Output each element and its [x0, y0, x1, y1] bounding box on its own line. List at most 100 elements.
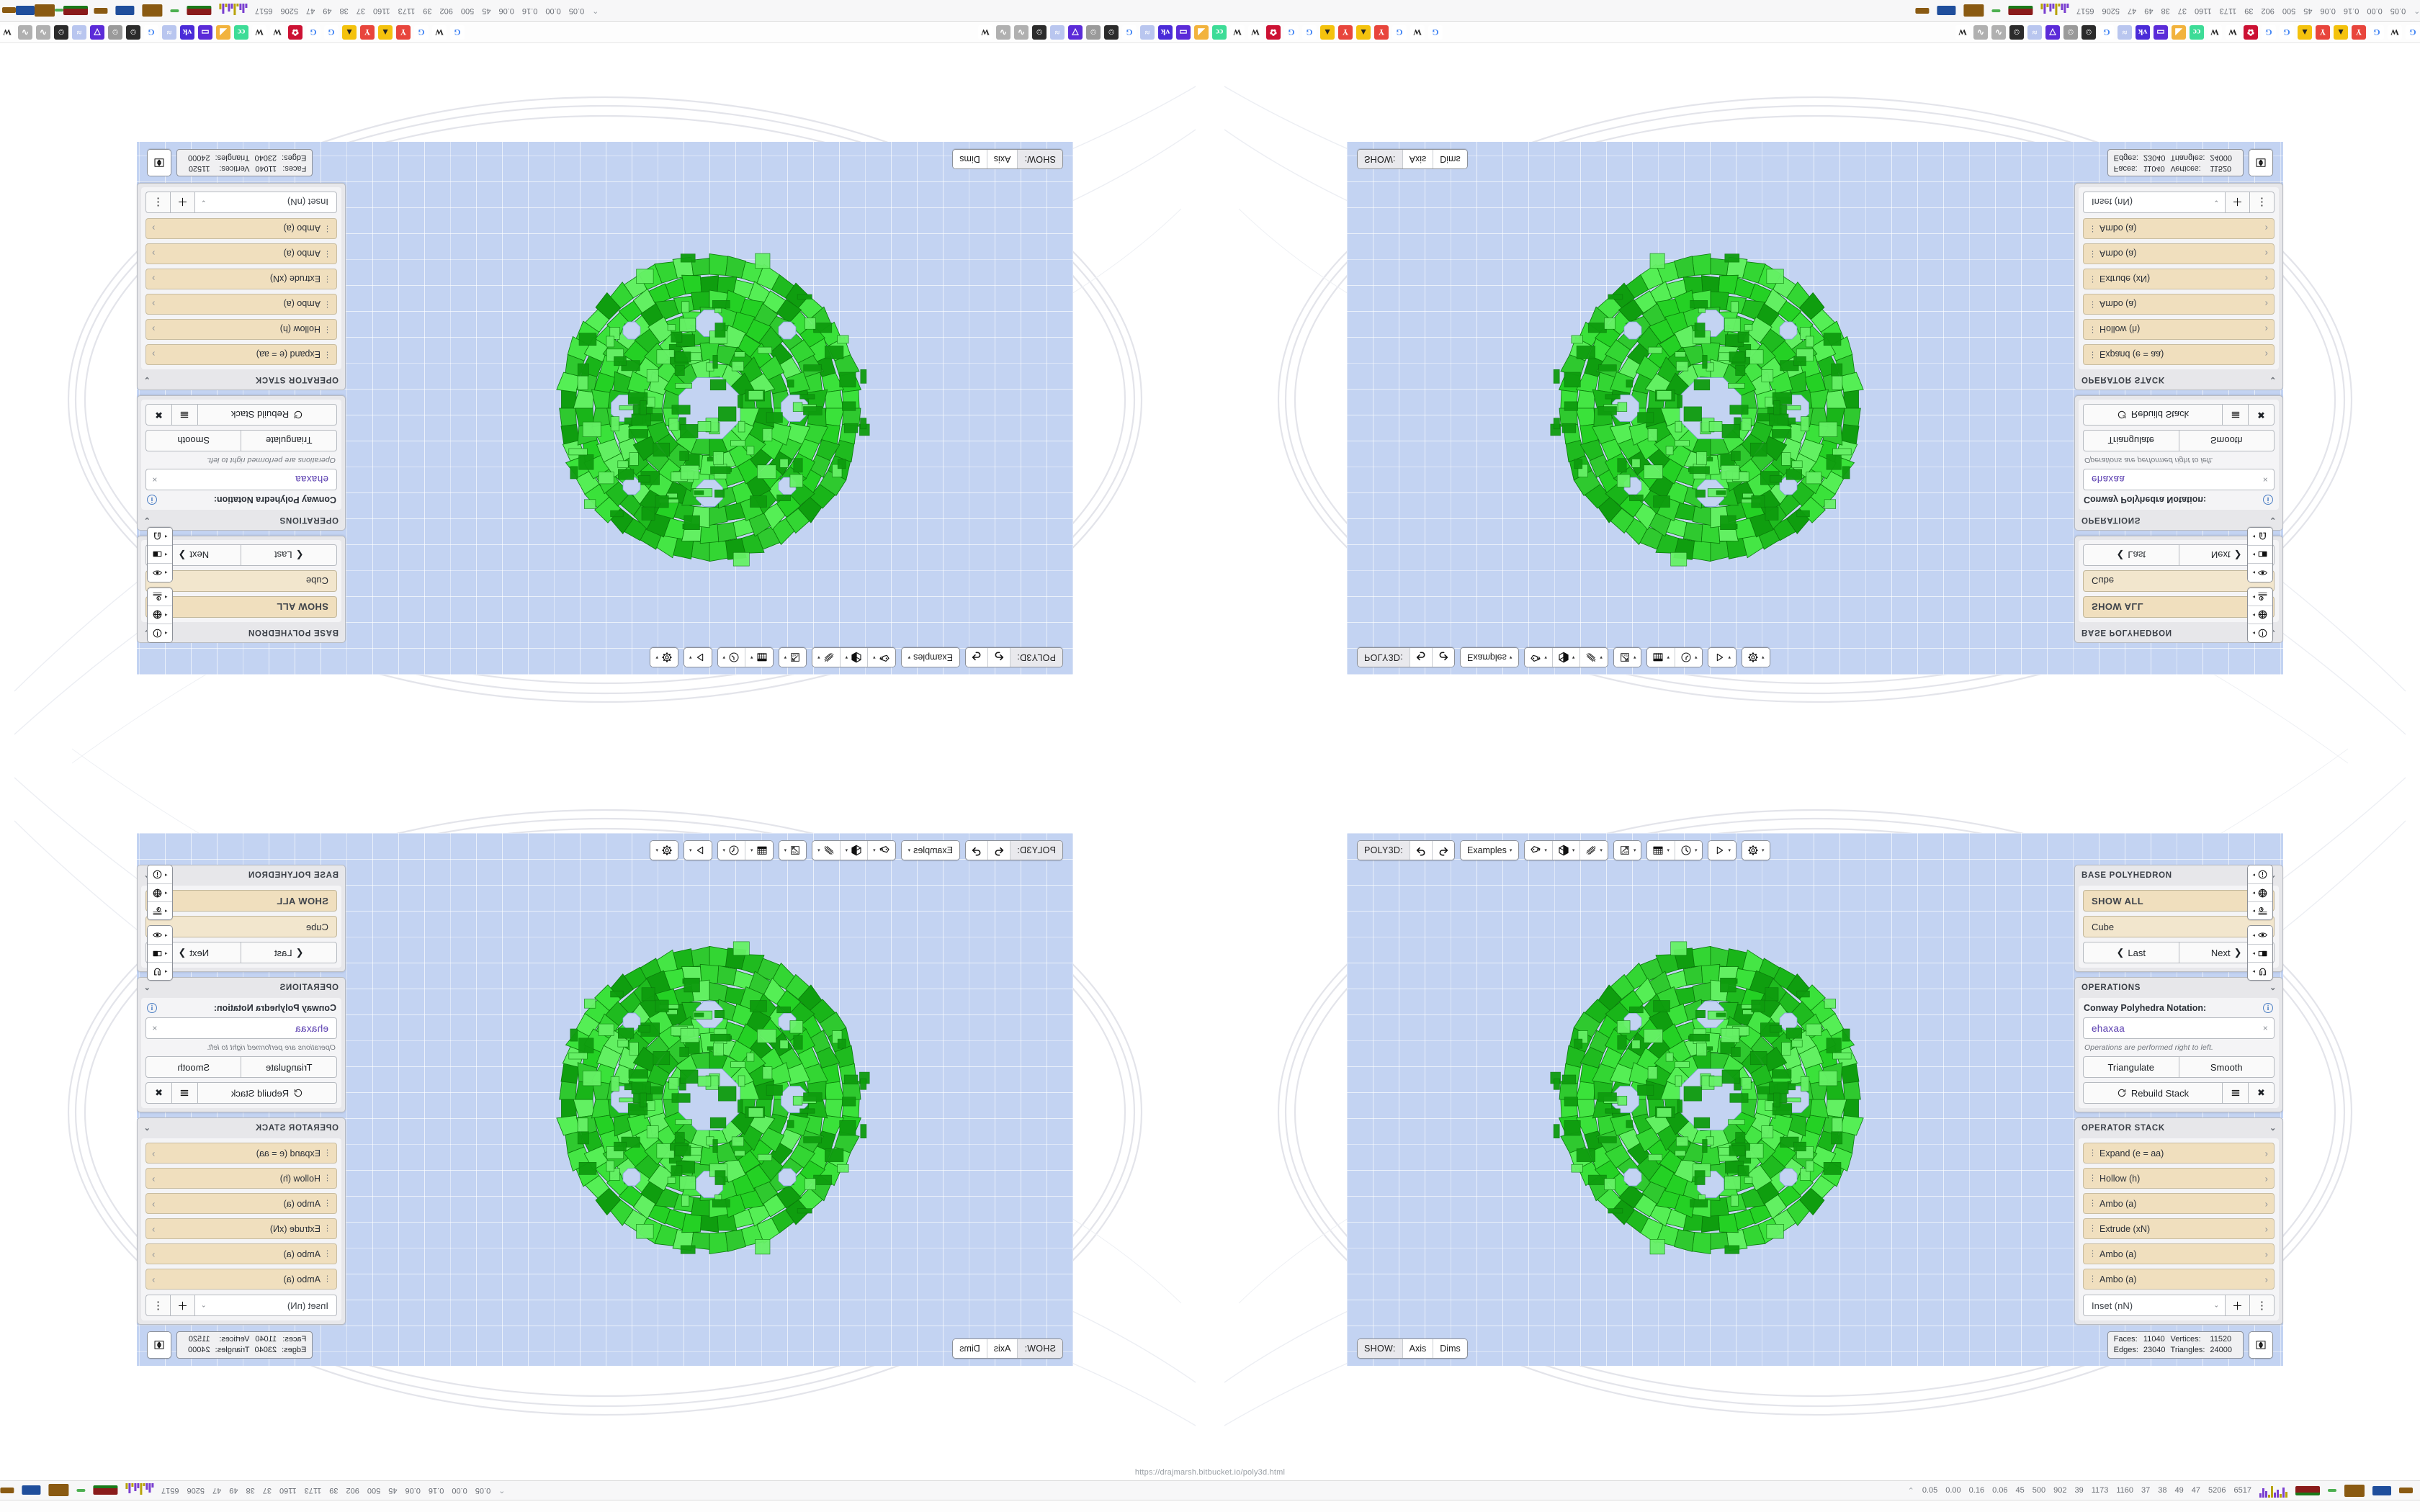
operator-stack-item[interactable]: ⋮ Ambo (a) › [2083, 243, 2275, 264]
toolbar-group-7[interactable]: ▾ [650, 647, 678, 667]
conway-notation-input[interactable]: ehaxaa × [145, 469, 337, 490]
google-icon[interactable]: G [1428, 24, 1443, 40]
app-toolbar[interactable]: POLY3D: Examples ▾ ▾ ▾ ▾ EXP ▾ ▾ ▾ ▾ ▾ [650, 840, 1063, 860]
undo-button[interactable] [988, 648, 1011, 667]
wikipedia-icon[interactable]: W [1247, 24, 1263, 40]
person-icon[interactable]: ☺ [126, 24, 140, 40]
show-toggles[interactable]: SHOW: Axis Dims [1357, 1338, 1468, 1359]
expand-chevron-icon[interactable]: ⌃ [592, 6, 599, 14]
yandex-icon[interactable]: Y [1337, 24, 1353, 40]
right-icon-stack-b[interactable]: ◂ ◂ ◂ [147, 527, 173, 582]
creative-commons-icon[interactable]: cc [234, 24, 248, 40]
warning-button[interactable]: ◂ [148, 624, 172, 642]
operator-stack-item[interactable]: ⋮ Ambo (a) › [145, 294, 337, 315]
add-operator-select[interactable]: Inset (nN) ⌄ [2083, 1295, 2226, 1316]
chevron-right-icon[interactable]: › [2264, 248, 2268, 259]
undo-button[interactable] [1409, 648, 1432, 667]
info-icon[interactable]: i [2263, 1003, 2273, 1013]
wikipedia-icon[interactable]: W [432, 24, 447, 40]
operator-stack-item[interactable]: ⋮ Ambo (a) › [2083, 1243, 2275, 1264]
chevron-right-icon[interactable]: › [2264, 324, 2268, 335]
magnet-button[interactable]: ◂ [148, 962, 172, 980]
base-shape-select[interactable]: Cube⌄ [2083, 570, 2275, 592]
person-icon[interactable]: ☺ [2081, 24, 2096, 40]
chevron-right-icon[interactable]: › [152, 248, 156, 259]
app-toolbar[interactable]: POLY3D: Examples ▾ ▾ ▾ ▾ EXP ▾ ▾ ▾ ▾ ▾ [1357, 647, 1770, 667]
base-nav-buttons[interactable]: ❮ Last Next ❯ [2083, 942, 2275, 963]
operator-stack-item[interactable]: ⋮ Ambo (a) › [2083, 218, 2275, 239]
operator-menu-button[interactable]: ⋮ [145, 192, 170, 213]
toolbar-group-examples[interactable]: Examples ▾ [1459, 647, 1520, 667]
operator-stack-card[interactable]: OPERATOR STACK ⌄ ⋮ Expand (e = aa) › ⋮ Hollow … [137, 1117, 346, 1325]
add-operator-row[interactable]: Inset (nN) ⌄ ＋ ⋮ [2083, 1295, 2275, 1316]
right-icon-stack-a[interactable]: ◂ ◂ ◂ [147, 588, 173, 643]
dolphin-icon[interactable]: ∿ [18, 24, 32, 40]
operator-stack-item[interactable]: ⋮ Hollow (h) › [2083, 1168, 2275, 1189]
show-toggles[interactable]: SHOW: Axis Dims [1357, 149, 1468, 169]
operator-stack-header[interactable]: OPERATOR STACK ⌄ [141, 373, 341, 386]
toolbar-paint-polygon-button[interactable]: ▾ [868, 648, 895, 667]
show-all-select[interactable]: SHOW ALL⌄ [145, 890, 337, 912]
cheese-icon[interactable]: ◢ [216, 24, 230, 40]
mesh-ops-buttons[interactable]: Triangulate Smooth [145, 430, 337, 451]
toolbar-group-4[interactable]: EXP ▾ [1613, 840, 1642, 860]
fit-view-group[interactable] [2249, 1331, 2273, 1359]
yandex-icon[interactable]: Y [2316, 24, 2330, 40]
drag-handle-icon[interactable]: ⋮ [324, 1174, 331, 1182]
operator-stack-item[interactable]: ⋮ Ambo (a) › [145, 1193, 337, 1214]
chevron-right-icon[interactable]: › [2264, 1173, 2268, 1184]
chat-icon[interactable]: ▭ [2154, 24, 2168, 40]
drag-handle-icon[interactable]: ⋮ [2089, 351, 2096, 359]
wave-icon[interactable]: ≈ [2027, 24, 2042, 40]
cheese-icon[interactable]: ◢ [2172, 24, 2186, 40]
google-icon[interactable]: G [1301, 24, 1317, 40]
expand-chevron-icon[interactable]: ⌃ [2413, 6, 2420, 14]
creative-commons-icon[interactable]: cc [2190, 24, 2204, 40]
list-view-button[interactable] [2223, 1082, 2249, 1104]
toolbar-play-button[interactable]: ▾ [1708, 648, 1736, 667]
operator-stack-header[interactable]: OPERATOR STACK ⌄ [2079, 1122, 2279, 1135]
contrast-button[interactable]: ◂ [2248, 944, 2272, 962]
drag-handle-icon[interactable]: ⋮ [324, 300, 331, 309]
conway-notation-input[interactable]: ehaxaa × [145, 1017, 337, 1039]
chevron-down-icon[interactable]: ⌄ [2269, 516, 2277, 524]
clear-icon[interactable]: × [152, 1023, 158, 1033]
person-icon[interactable]: ☺ [1103, 24, 1119, 40]
contrast-button[interactable]: ◂ [148, 944, 172, 962]
show-toggle-axis[interactable]: Axis [1402, 150, 1433, 168]
toolbar-group-main[interactable]: POLY3D: [1357, 840, 1455, 860]
globe-button[interactable]: ◂ [2248, 606, 2272, 624]
toolbar-group-3[interactable]: ▾ ▾ ▾ [812, 647, 896, 667]
toolbar-group-examples[interactable]: Examples ▾ [900, 647, 961, 667]
flower-icon[interactable]: ✿ [288, 24, 302, 40]
drag-handle-icon[interactable]: ⋮ [2089, 1148, 2097, 1157]
operator-stack-item[interactable]: ⋮ Ambo (a) › [145, 243, 337, 264]
rebuild-stack-button[interactable]: Rebuild Stack [197, 1082, 337, 1104]
toolbar-paint-polygon-button[interactable]: ▾ [1525, 648, 1552, 667]
show-toggle-dims[interactable]: Dims [953, 1339, 987, 1358]
list-view-button[interactable] [171, 1082, 197, 1104]
chevron-down-icon[interactable]: ⌄ [143, 1124, 151, 1133]
chevron-right-icon[interactable]: › [152, 299, 156, 310]
add-operator-select[interactable]: Inset (nN) ⌄ [194, 1295, 337, 1316]
chevron-right-icon[interactable]: › [152, 324, 156, 335]
operator-stack-header[interactable]: OPERATOR STACK ⌄ [141, 1122, 341, 1135]
poly3d-app[interactable]: POLY3D: Examples ▾ ▾ ▾ ▾ EXP ▾ ▾ ▾ ▾ ▾ ◂ ◂ ◂ ◂ ◂ ◂ SHOW: Ax… [137, 142, 1073, 675]
operator-stack-item[interactable]: ⋮ Expand (e = aa) › [2083, 344, 2275, 365]
toolbar-group-examples[interactable]: Examples ▾ [1459, 840, 1520, 860]
chevron-right-icon[interactable]: › [152, 274, 156, 284]
quadrant-bottom-left-flipped-h[interactable]: POLY3D: Examples ▾ ▾ ▾ ▾ EXP ▾ ▾ ▾ ▾ ▾ ◂ ◂ ◂ ◂ ◂ ◂ SHOW: Ax… [0, 754, 1210, 1464]
base-nav-buttons[interactable]: ❮ Last Next ❯ [145, 544, 337, 566]
quadrant-bottom-right-normal[interactable]: POLY3D: Examples ▾ ▾ ▾ ▾ EXP ▾ ▾ ▾ ▾ ▾ ◂ ◂ ◂ ◂ ◂ ◂ SHOW: Ax… [1210, 754, 2420, 1464]
vk-icon[interactable]: vk [180, 24, 194, 40]
chevron-right-icon[interactable]: › [152, 1173, 156, 1184]
show-toggle-axis[interactable]: Axis [987, 1339, 1018, 1358]
operator-stack-item[interactable]: ⋮ Extrude (xN) › [145, 1218, 337, 1239]
yandex-icon[interactable]: Y [360, 24, 375, 40]
operator-stack-card[interactable]: OPERATOR STACK ⌄ ⋮ Expand (e = aa) › ⋮ Hollow … [137, 183, 346, 390]
show-all-select[interactable]: SHOW ALL⌄ [2083, 890, 2275, 912]
chevron-right-icon[interactable]: › [152, 1198, 156, 1209]
toolbar-table-button[interactable]: ▾ [745, 648, 773, 667]
toolbar-solid-cube-button[interactable]: ▾ [840, 841, 869, 860]
yandex-icon[interactable]: Y [2352, 24, 2366, 40]
